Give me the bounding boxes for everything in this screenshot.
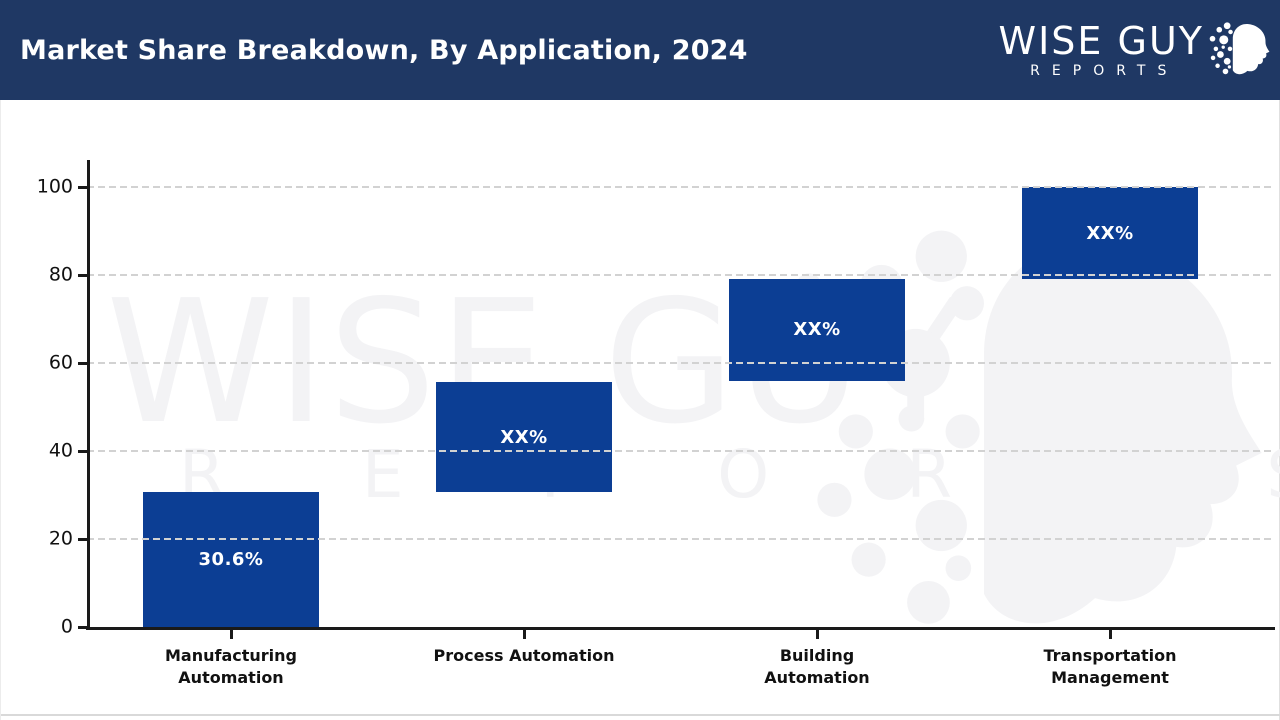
bar: XX% [729, 279, 905, 381]
y-tick-label: 40 [48, 439, 73, 462]
bar-value-label: XX% [1086, 222, 1134, 244]
x-axis-tick [523, 630, 526, 639]
x-category-label: Process Automation [384, 645, 664, 667]
logo-subtitle: REPORTS [1030, 63, 1179, 79]
bar: XX% [436, 382, 612, 493]
y-axis-tick [78, 538, 88, 541]
bar-value-label: XX% [500, 426, 548, 448]
footer-divider [1, 714, 1280, 716]
x-category-label-line: Transportation [1043, 646, 1177, 665]
wise-guy-reports-logo: WISE GUY REPORTS [999, 11, 1270, 89]
x-axis-tick [230, 630, 233, 639]
y-axis-tick [78, 450, 88, 453]
bar-value-label: 30.6% [198, 549, 264, 571]
x-category-label-line: Automation [764, 667, 870, 687]
x-category-label: Building Automation [677, 645, 957, 688]
chart-area: WISE GUY R E P O R T S 02040608010030.6%… [0, 100, 1280, 720]
y-axis-tick [78, 274, 88, 277]
dotted-head-icon [1209, 22, 1270, 75]
bar-value-label: XX% [793, 319, 841, 341]
gridline [87, 538, 1275, 540]
logo-name: WISE GUY [998, 19, 1204, 63]
page-title: Market Share Breakdown, By Application, … [20, 34, 748, 66]
header-bar: Market Share Breakdown, By Application, … [0, 0, 1280, 100]
y-tick-label: 20 [48, 527, 73, 550]
x-category-label-line: Building [779, 646, 855, 665]
x-axis-tick [816, 630, 819, 639]
y-axis-tick [78, 362, 88, 365]
y-tick-label: 60 [48, 351, 73, 374]
gridline [87, 362, 1275, 364]
logo-text: WISE GUY REPORTS [999, 22, 1204, 78]
x-category-label: Transportation Management [970, 645, 1250, 688]
x-category-label-line: Process Automation [433, 646, 615, 665]
y-tick-label: 0 [60, 615, 73, 638]
y-tick-label: 100 [36, 175, 73, 198]
watermark-head-icon [796, 230, 1262, 624]
bar: 30.6% [143, 492, 319, 627]
y-tick-label: 80 [48, 263, 73, 286]
gridline [87, 450, 1275, 452]
x-category-label-line: Management [1051, 667, 1169, 687]
gridline [87, 186, 1275, 188]
x-category-label-line: Manufacturing [165, 646, 297, 665]
gridline [87, 274, 1275, 276]
x-category-label-line: Automation [178, 667, 284, 687]
y-axis-tick [78, 626, 88, 629]
bar: XX% [1022, 187, 1198, 280]
x-axis-tick [1109, 630, 1112, 639]
x-category-label: Manufacturing Automation [91, 645, 371, 688]
y-axis-line [87, 160, 90, 630]
y-axis-tick [78, 186, 88, 189]
x-axis-line [86, 627, 1275, 630]
